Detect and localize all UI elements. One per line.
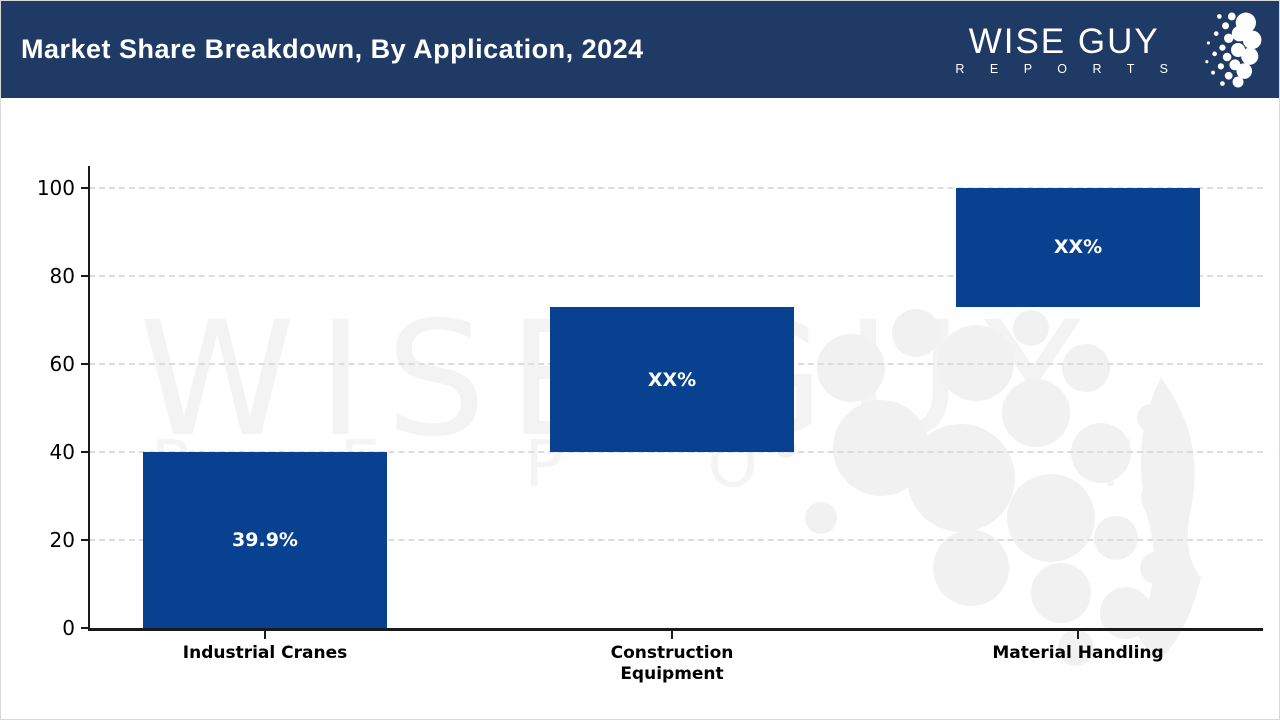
y-tick-20 — [81, 539, 89, 541]
logo-subtitle: R E P O R T S — [955, 61, 1179, 76]
x-category-label-2: Construction Equipment — [610, 643, 734, 684]
y-tick-label-80: 80 — [49, 264, 75, 288]
header-bar: Market Share Breakdown, By Application, … — [1, 1, 1279, 98]
x-tick-3 — [1077, 631, 1079, 639]
gridline-20 — [89, 539, 1263, 541]
bar-value-label-2: XX% — [647, 368, 697, 391]
x-category-label-3: Material Handling — [992, 643, 1164, 663]
x-category-label-1: Industrial Cranes — [182, 643, 348, 663]
y-tick-label-100: 100 — [36, 176, 75, 200]
gridline-100 — [89, 187, 1263, 189]
chart-title: Market Share Breakdown, By Application, … — [21, 34, 644, 64]
bar-2 — [550, 306, 794, 453]
gridline-80 — [89, 275, 1263, 277]
y-tick-label-20: 20 — [49, 528, 75, 552]
wise-guy-reports-logo: WISE GUY R E P O R T S — [949, 7, 1263, 93]
bar-value-label-1: 39.9% — [232, 529, 298, 552]
y-tick-label-0: 0 — [62, 616, 75, 640]
y-tick-60 — [81, 363, 89, 365]
y-tick-40 — [81, 451, 89, 453]
y-tick-label-60: 60 — [49, 352, 75, 376]
x-axis-line — [88, 628, 1263, 631]
logo-text: WISE GUY R E P O R T S — [949, 21, 1179, 76]
logo-wordmark: WISE GUY — [968, 21, 1160, 61]
y-axis-line — [88, 166, 90, 630]
y-tick-0 — [81, 627, 89, 629]
y-tick-80 — [81, 275, 89, 277]
y-tick-label-40: 40 — [49, 440, 75, 464]
bar-value-label-3: XX% — [1053, 236, 1103, 259]
y-tick-100 — [81, 187, 89, 189]
logo-dotted-face-icon — [1205, 12, 1262, 87]
x-tick-1 — [264, 631, 266, 639]
bar-chart: WISE GUY R E P O R T S 0 20 40 60 80 100 39.9%… — [1, 98, 1279, 719]
bar-3 — [956, 188, 1200, 307]
x-tick-2 — [671, 631, 673, 639]
bar-1 — [143, 452, 387, 628]
